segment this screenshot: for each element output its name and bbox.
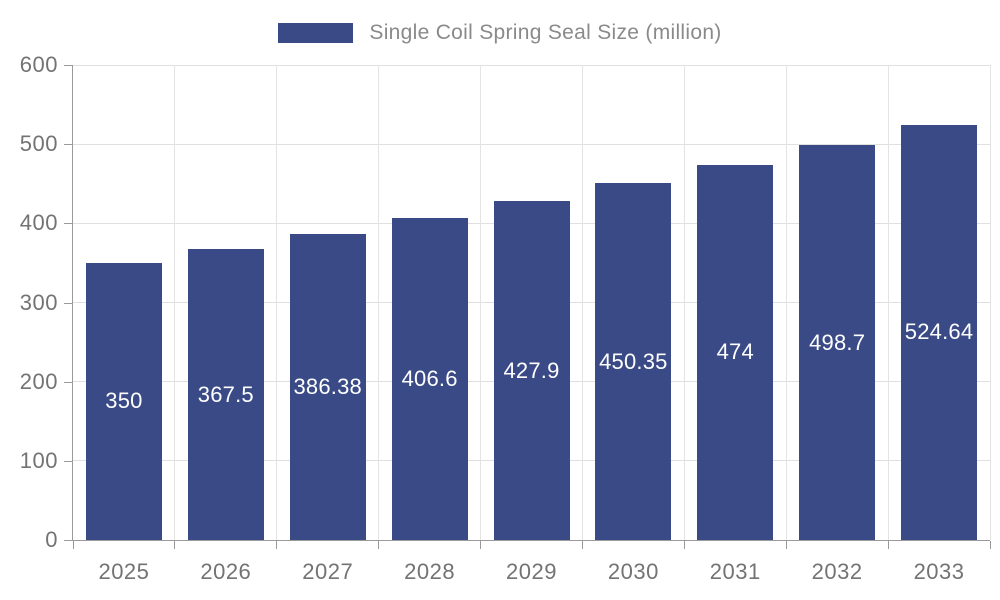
gridline-horizontal bbox=[73, 143, 990, 145]
x-axis-tick bbox=[683, 541, 685, 549]
x-axis-tick bbox=[581, 541, 583, 549]
gridline-vertical bbox=[785, 65, 787, 540]
gridline-vertical bbox=[480, 65, 482, 540]
chart-legend[interactable]: Single Coil Spring Seal Size (million) bbox=[0, 21, 1000, 45]
bar-2029[interactable]: 427.9 bbox=[493, 201, 570, 540]
x-axis-tick-label: 2030 bbox=[607, 559, 659, 584]
bar-value-label-2026: 367.5 bbox=[197, 381, 254, 407]
bar-value-label-2030: 450.35 bbox=[599, 348, 668, 374]
x-axis-tick bbox=[72, 541, 74, 549]
bar-2032[interactable]: 498.7 bbox=[799, 145, 876, 540]
bar-value-label-2031: 474 bbox=[716, 339, 754, 365]
bar-2031[interactable]: 474 bbox=[697, 164, 774, 540]
bar-2030[interactable]: 450.35 bbox=[595, 183, 672, 540]
x-axis-tick bbox=[276, 541, 278, 549]
gridline-vertical bbox=[581, 65, 583, 540]
y-axis-tick bbox=[64, 223, 72, 225]
x-axis-tick-label: 2033 bbox=[913, 559, 965, 584]
x-axis-tick bbox=[174, 541, 176, 549]
bar-2033[interactable]: 524.64 bbox=[901, 124, 978, 540]
x-axis-tick bbox=[480, 541, 482, 549]
x-axis-tick-label: 2026 bbox=[200, 559, 252, 584]
y-axis-tick bbox=[64, 65, 72, 66]
legend-label: Single Coil Spring Seal Size (million) bbox=[369, 21, 722, 44]
bar-value-label-2025: 350 bbox=[105, 388, 143, 414]
x-axis-tick bbox=[989, 541, 991, 549]
x-axis-tick bbox=[887, 541, 889, 549]
y-axis-tick-label: 500 bbox=[19, 131, 58, 157]
bar-2025[interactable]: 350 bbox=[85, 262, 162, 540]
bar-2026[interactable]: 367.5 bbox=[187, 249, 264, 540]
bar-2028[interactable]: 406.6 bbox=[391, 218, 468, 540]
y-axis-tick-label: 100 bbox=[19, 447, 58, 473]
x-axis-tick-label: 2027 bbox=[302, 559, 354, 584]
gridline-vertical bbox=[989, 65, 991, 540]
bar-value-label-2027: 386.38 bbox=[293, 374, 362, 400]
bar-2027[interactable]: 386.38 bbox=[289, 234, 366, 540]
x-axis-tick-label: 2032 bbox=[811, 559, 863, 584]
gridline-horizontal bbox=[73, 64, 990, 66]
x-axis-tick-label: 2029 bbox=[506, 559, 557, 584]
bar-value-label-2029: 427.9 bbox=[503, 357, 560, 383]
x-axis-tick bbox=[785, 541, 787, 549]
x-axis-line bbox=[72, 540, 990, 541]
bar-value-label-2028: 406.6 bbox=[401, 366, 458, 392]
y-axis-tick bbox=[64, 460, 72, 462]
y-axis-tick bbox=[64, 302, 72, 304]
x-axis-tick-label: 2031 bbox=[709, 559, 761, 584]
gridline-vertical bbox=[887, 65, 889, 540]
x-axis-tick-label: 2025 bbox=[98, 559, 150, 584]
gridline-vertical bbox=[378, 65, 380, 540]
gridline-vertical bbox=[174, 65, 176, 540]
x-axis-tick bbox=[378, 541, 380, 549]
y-axis-tick-label: 400 bbox=[19, 210, 58, 236]
y-axis-tick-label: 600 bbox=[19, 52, 58, 77]
y-axis-tick bbox=[64, 540, 72, 541]
gridline-vertical bbox=[276, 65, 278, 540]
legend-swatch-icon bbox=[278, 23, 354, 43]
y-axis-tick-label: 300 bbox=[19, 289, 58, 315]
bar-value-label-2033: 524.64 bbox=[904, 319, 974, 345]
gridline-vertical bbox=[683, 65, 685, 540]
x-axis-tick-label: 2028 bbox=[404, 559, 456, 584]
bar-value-label-2032: 498.7 bbox=[809, 329, 866, 355]
y-axis-tick-label: 0 bbox=[45, 527, 58, 552]
y-axis-tick-label: 200 bbox=[19, 368, 58, 394]
y-axis-tick bbox=[64, 381, 72, 383]
y-axis-tick bbox=[64, 144, 72, 146]
y-axis-line bbox=[72, 65, 73, 540]
